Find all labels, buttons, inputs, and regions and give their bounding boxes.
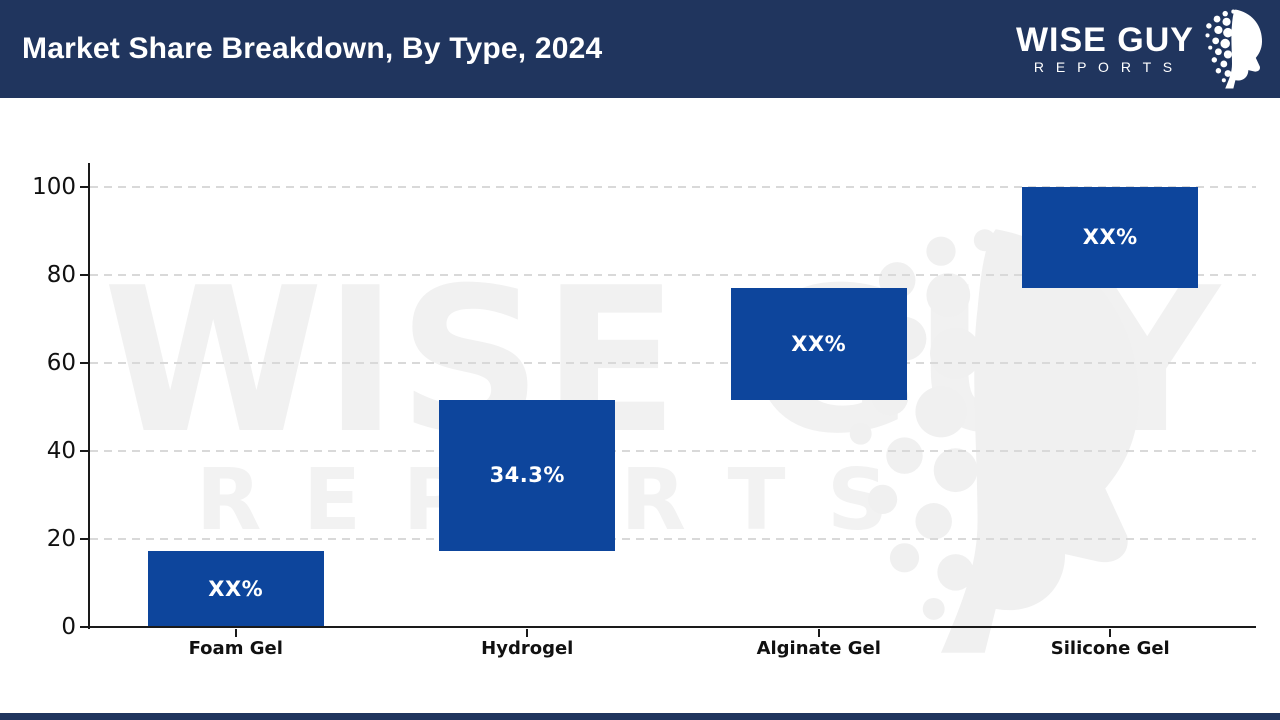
y-axis-tick-label: 100	[32, 174, 76, 200]
y-axis-tick	[80, 362, 88, 364]
y-axis-tick-label: 60	[46, 350, 76, 376]
footer-bar	[0, 713, 1280, 720]
bar-value-label-hydrogel: 34.3%	[489, 463, 565, 488]
y-axis-tick	[80, 274, 88, 276]
brand-subtitle: R E P O R T S	[1033, 59, 1177, 76]
x-axis-label-hydrogel: Hydrogel	[481, 638, 574, 659]
x-axis-tick	[817, 629, 820, 637]
x-axis-label-silicone-gel: Silicone Gel	[1050, 638, 1170, 659]
x-axis-tick	[526, 629, 529, 637]
y-axis-tick	[80, 450, 88, 452]
header: Market Share Breakdown, By Type, 2024 WI…	[0, 0, 1280, 98]
brand-name: WISE GUY	[1015, 20, 1194, 59]
chart-title: Market Share Breakdown, By Type, 2024	[22, 32, 603, 65]
y-axis-tick-label: 40	[46, 438, 76, 464]
y-axis-tick	[80, 538, 88, 540]
bar-value-label-silicone-gel: XX%	[1082, 225, 1138, 250]
brand-logo-text: WISE GUY R E P O R T S	[1015, 20, 1194, 76]
plot-area: WISE GUY R E P O R T S 020406080100Foam …	[0, 98, 1280, 720]
gridline	[90, 362, 1256, 364]
gridline	[90, 450, 1256, 452]
bar-value-label-foam-gel: XX%	[208, 576, 264, 601]
bar-alginate-gel: XX%	[730, 287, 907, 400]
gridline	[90, 186, 1256, 188]
bar-value-label-alginate-gel: XX%	[791, 331, 847, 356]
gridline	[90, 274, 1256, 276]
gridline	[90, 538, 1256, 540]
y-axis-tick-label: 0	[61, 614, 76, 640]
brand-logo: WISE GUY R E P O R T S	[1016, 8, 1266, 90]
bar-hydrogel: 34.3%	[439, 399, 616, 551]
y-axis-line	[88, 163, 90, 629]
x-axis-line	[88, 626, 1256, 628]
x-axis-label-alginate-gel: Alginate Gel	[756, 638, 881, 659]
y-axis-tick-label: 80	[46, 262, 76, 288]
y-axis-tick	[80, 186, 88, 188]
y-axis-tick-label: 20	[46, 526, 76, 552]
y-axis-tick	[80, 626, 88, 628]
x-axis-label-foam-gel: Foam Gel	[188, 638, 283, 659]
x-axis-tick	[234, 629, 237, 637]
x-axis-tick	[1109, 629, 1112, 637]
bar-silicone-gel: XX%	[1022, 187, 1199, 288]
bar-foam-gel: XX%	[147, 550, 324, 627]
brand-head-icon	[1198, 8, 1266, 90]
